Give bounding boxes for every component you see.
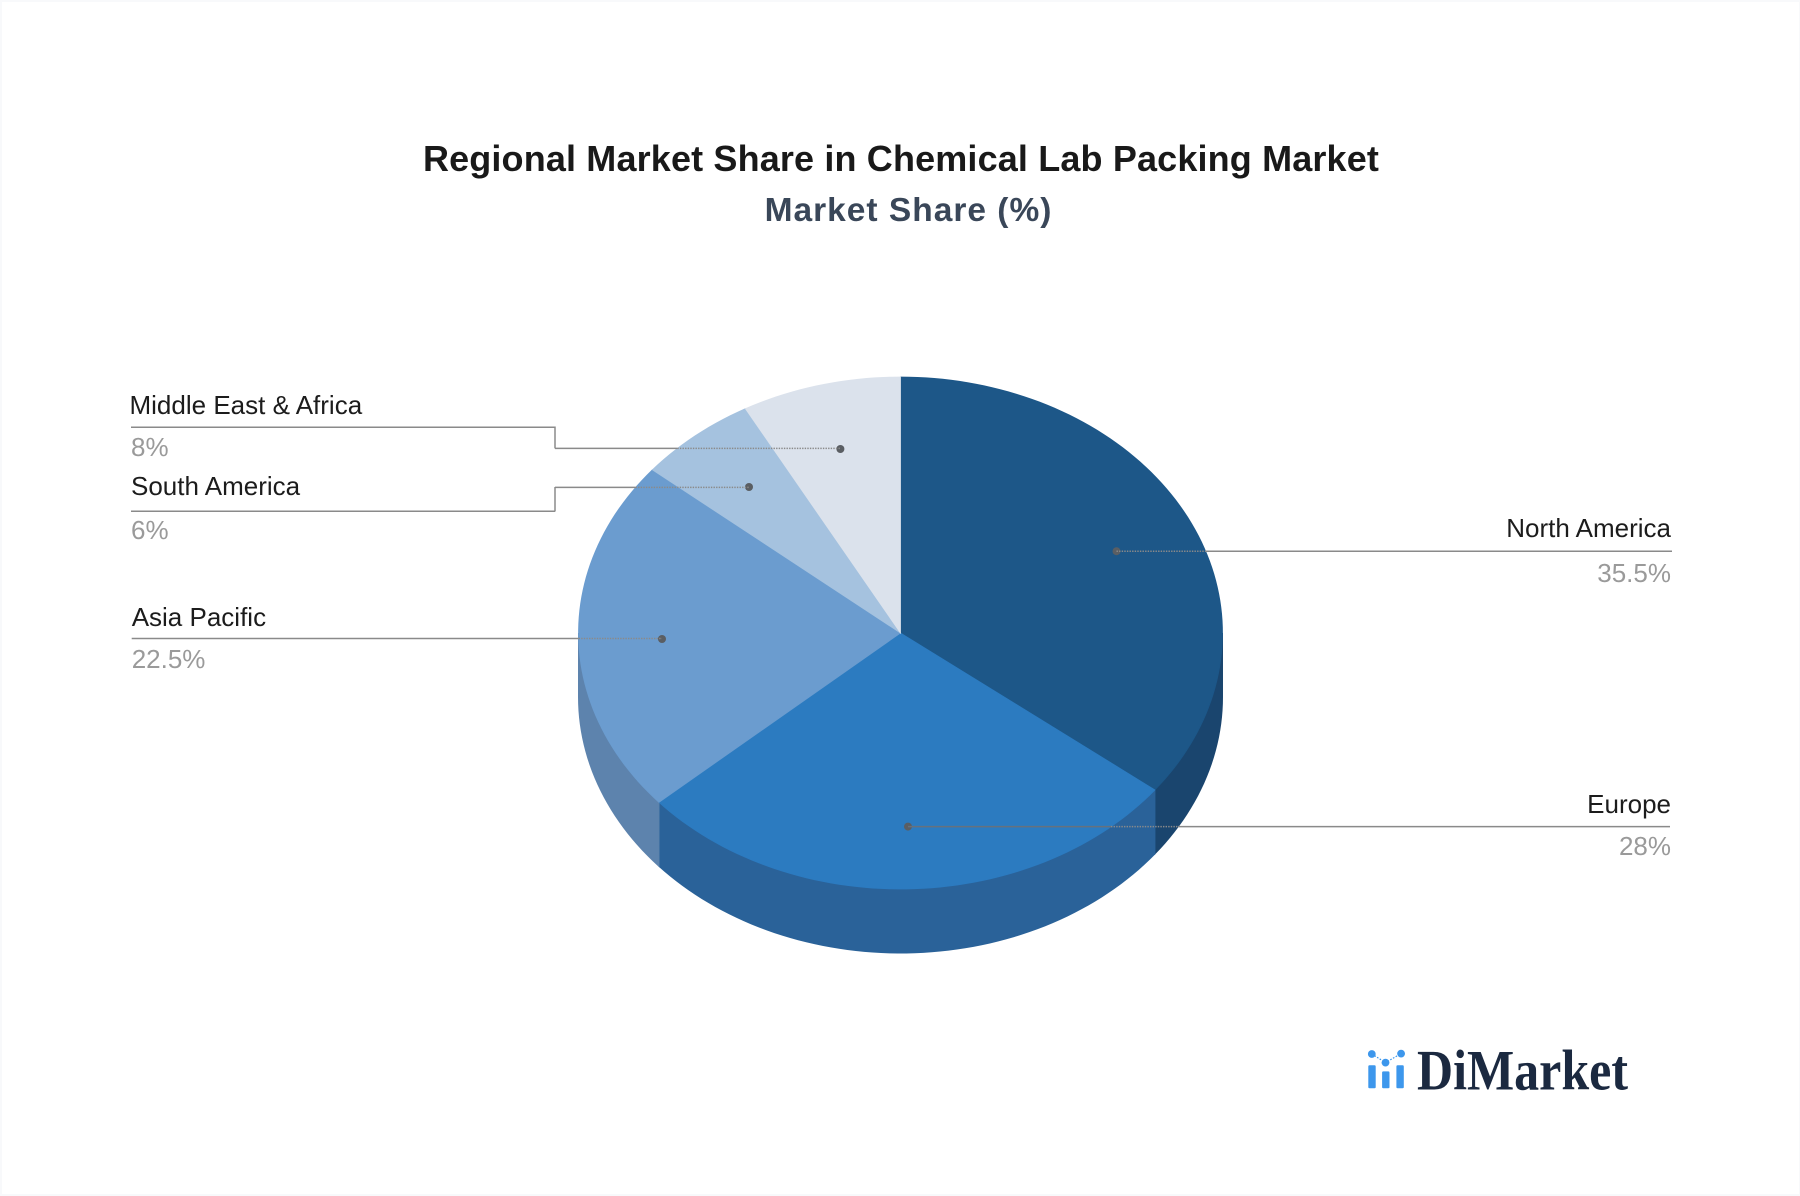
svg-text:DiMarket: DiMarket (1417, 1039, 1628, 1103)
